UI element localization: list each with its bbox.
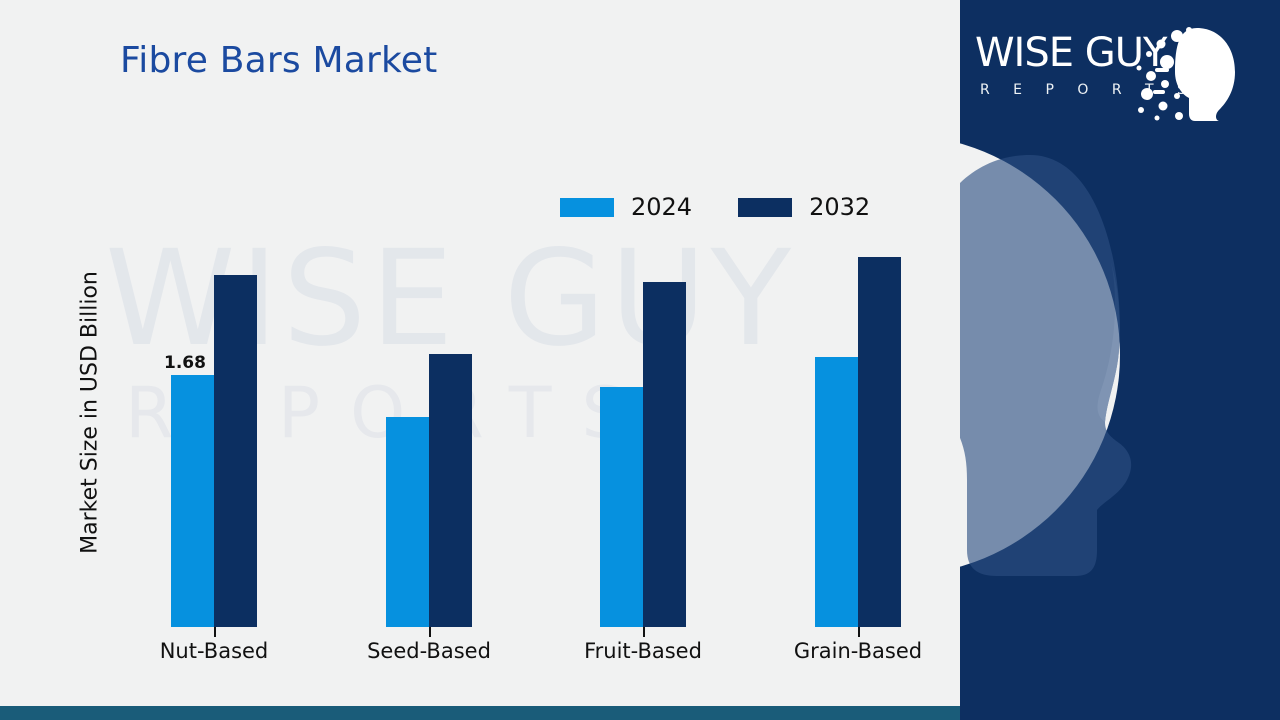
legend-label-2032: 2032: [809, 193, 871, 221]
brand-logo: WISE GUY R E P O R T S: [975, 27, 1235, 121]
data-label-nut-based: 1.68: [164, 353, 206, 374]
bar-2024-grain-based[interactable]: [815, 357, 858, 627]
bars-layer: 1.68 Nut-Based Seed-Based Fruit-Based Grain-…: [159, 256, 923, 663]
x-tick-nut-based: [214, 627, 216, 637]
x-axis-label-grain-based: Grain-Based: [793, 639, 923, 663]
logo-head-dots-icon: [1136, 27, 1235, 121]
bar-2024-seed-based[interactable]: [386, 417, 429, 627]
x-tick-grain-based: [858, 627, 860, 637]
legend-label-2024: 2024: [631, 193, 693, 221]
bar-2032-fruit-based[interactable]: [643, 282, 686, 627]
bar-2024-nut-based[interactable]: [171, 375, 214, 627]
x-axis-label-fruit-based: Fruit-Based: [584, 639, 702, 663]
x-tick-seed-based: [429, 627, 431, 637]
legend-swatch-2032: [738, 197, 793, 217]
legend-item-2032[interactable]: 2032: [738, 193, 870, 221]
legend-item-2024[interactable]: 2024: [560, 193, 692, 221]
x-axis-label-nut-based: Nut-Based: [159, 639, 269, 663]
head-profile-icon: [960, 155, 1132, 576]
logo-subtitle: R E P O R T S: [980, 82, 1196, 98]
bottom-accent-strip: [0, 706, 960, 720]
logo-wordmark: WISE GUY: [975, 30, 1167, 76]
chart-legend: 2024 2032: [560, 193, 870, 221]
bar-2032-grain-based[interactable]: [858, 256, 901, 627]
bar-2024-fruit-based[interactable]: [600, 387, 643, 627]
x-axis-label-seed-based: Seed-Based: [367, 639, 491, 663]
page-title: Fibre Bars Market: [120, 40, 438, 81]
bar-2032-seed-based[interactable]: [429, 354, 472, 627]
bar-2032-nut-based[interactable]: [214, 274, 257, 627]
x-tick-fruit-based: [643, 627, 645, 637]
chart: Market Size in USD Billion 2024 2032 1.6…: [78, 193, 923, 663]
dot-network-icon: [960, 165, 1025, 555]
brand-panel: [960, 0, 1280, 720]
legend-swatch-2024: [560, 197, 614, 217]
